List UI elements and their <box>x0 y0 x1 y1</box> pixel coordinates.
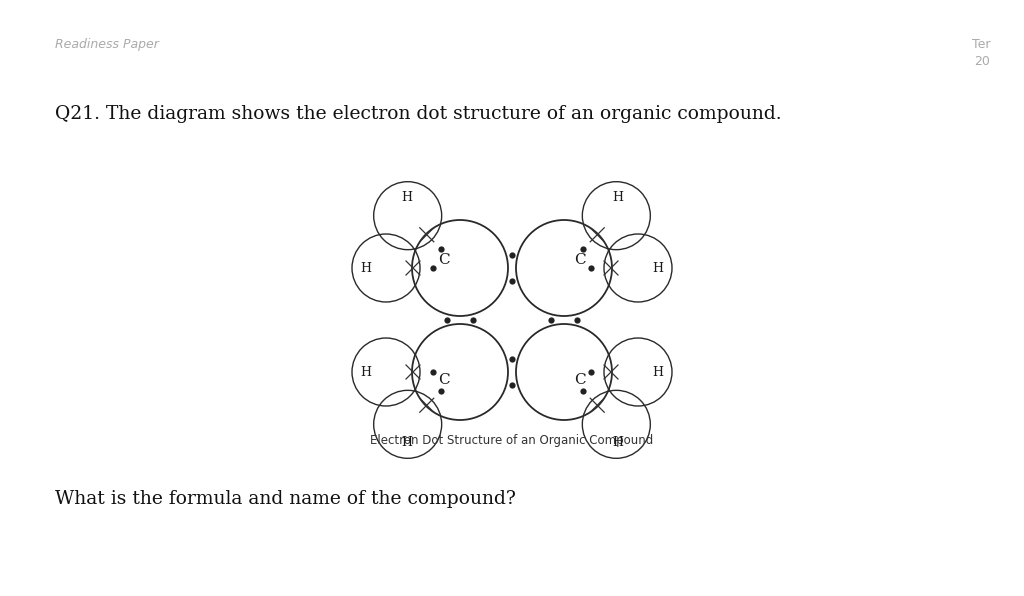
Text: H: H <box>360 365 372 378</box>
Text: C: C <box>438 373 450 387</box>
Text: Ter: Ter <box>972 38 990 51</box>
Text: What is the formula and name of the compound?: What is the formula and name of the comp… <box>55 490 516 508</box>
Text: H: H <box>611 191 623 204</box>
Text: H: H <box>360 262 372 275</box>
Text: H: H <box>401 191 413 204</box>
Text: C: C <box>438 253 450 267</box>
Text: Readiness Paper: Readiness Paper <box>55 38 159 51</box>
Text: Electron Dot Structure of an Organic Compound: Electron Dot Structure of an Organic Com… <box>371 434 653 447</box>
Text: H: H <box>611 436 623 449</box>
Text: C: C <box>574 373 586 387</box>
Text: C: C <box>574 253 586 267</box>
Text: 20: 20 <box>974 55 990 68</box>
Text: H: H <box>401 436 413 449</box>
Text: Q21. The diagram shows the electron dot structure of an organic compound.: Q21. The diagram shows the electron dot … <box>55 105 781 123</box>
Text: H: H <box>652 365 664 378</box>
Text: H: H <box>652 262 664 275</box>
